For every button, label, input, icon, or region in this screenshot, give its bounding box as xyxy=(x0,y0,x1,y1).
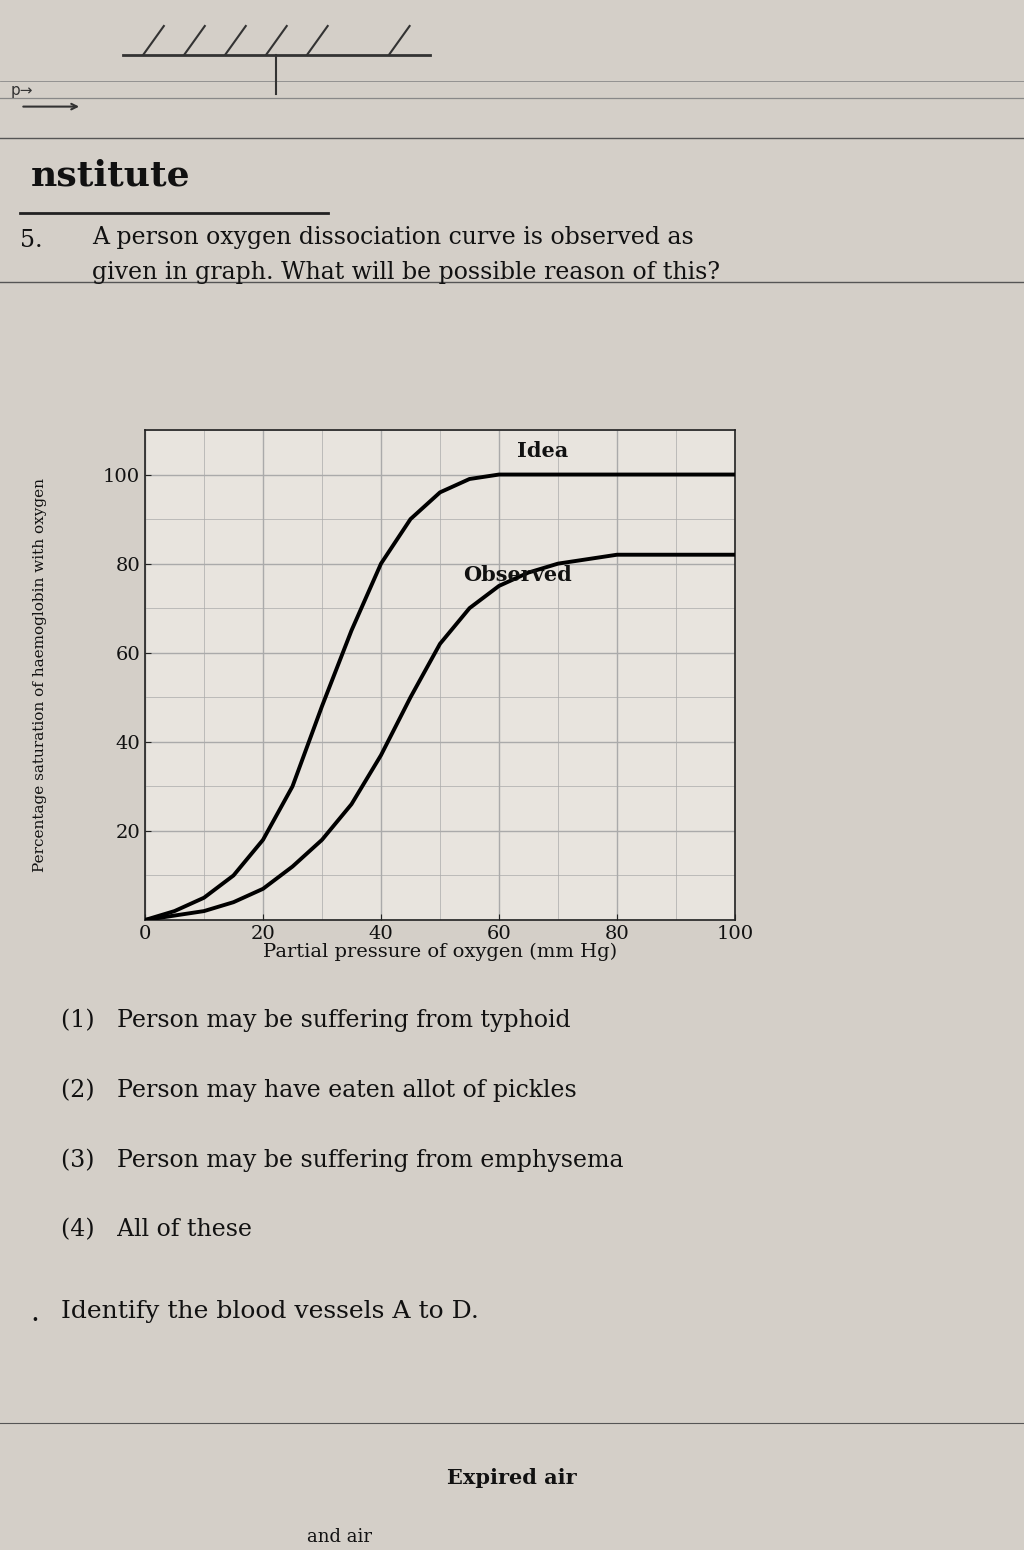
Text: and air: and air xyxy=(307,1527,372,1545)
Text: (1)   Person may be suffering from typhoid: (1) Person may be suffering from typhoid xyxy=(61,1008,571,1032)
Text: Idea: Idea xyxy=(517,440,568,460)
Text: Identify the blood vessels A to D.: Identify the blood vessels A to D. xyxy=(61,1300,479,1324)
Text: given in graph. What will be possible reason of this?: given in graph. What will be possible re… xyxy=(92,262,720,284)
Text: Percentage saturation of haemoglobin with oxygen: Percentage saturation of haemoglobin wit… xyxy=(33,477,47,873)
Text: Expired air: Expired air xyxy=(447,1468,577,1488)
Text: Observed: Observed xyxy=(464,566,572,586)
Text: A person oxygen dissociation curve is observed as: A person oxygen dissociation curve is ob… xyxy=(92,226,694,250)
Text: p→: p→ xyxy=(10,82,33,98)
Text: 5.: 5. xyxy=(20,229,43,253)
Text: nstitute: nstitute xyxy=(31,158,190,192)
Text: (2)   Person may have eaten allot of pickles: (2) Person may have eaten allot of pickl… xyxy=(61,1077,578,1102)
Text: (4)   All of these: (4) All of these xyxy=(61,1218,253,1242)
Text: Partial pressure of oxygen (mm Hg): Partial pressure of oxygen (mm Hg) xyxy=(263,942,617,961)
Text: .: . xyxy=(31,1300,40,1327)
Text: (3)   Person may be suffering from emphysema: (3) Person may be suffering from emphyse… xyxy=(61,1149,624,1172)
